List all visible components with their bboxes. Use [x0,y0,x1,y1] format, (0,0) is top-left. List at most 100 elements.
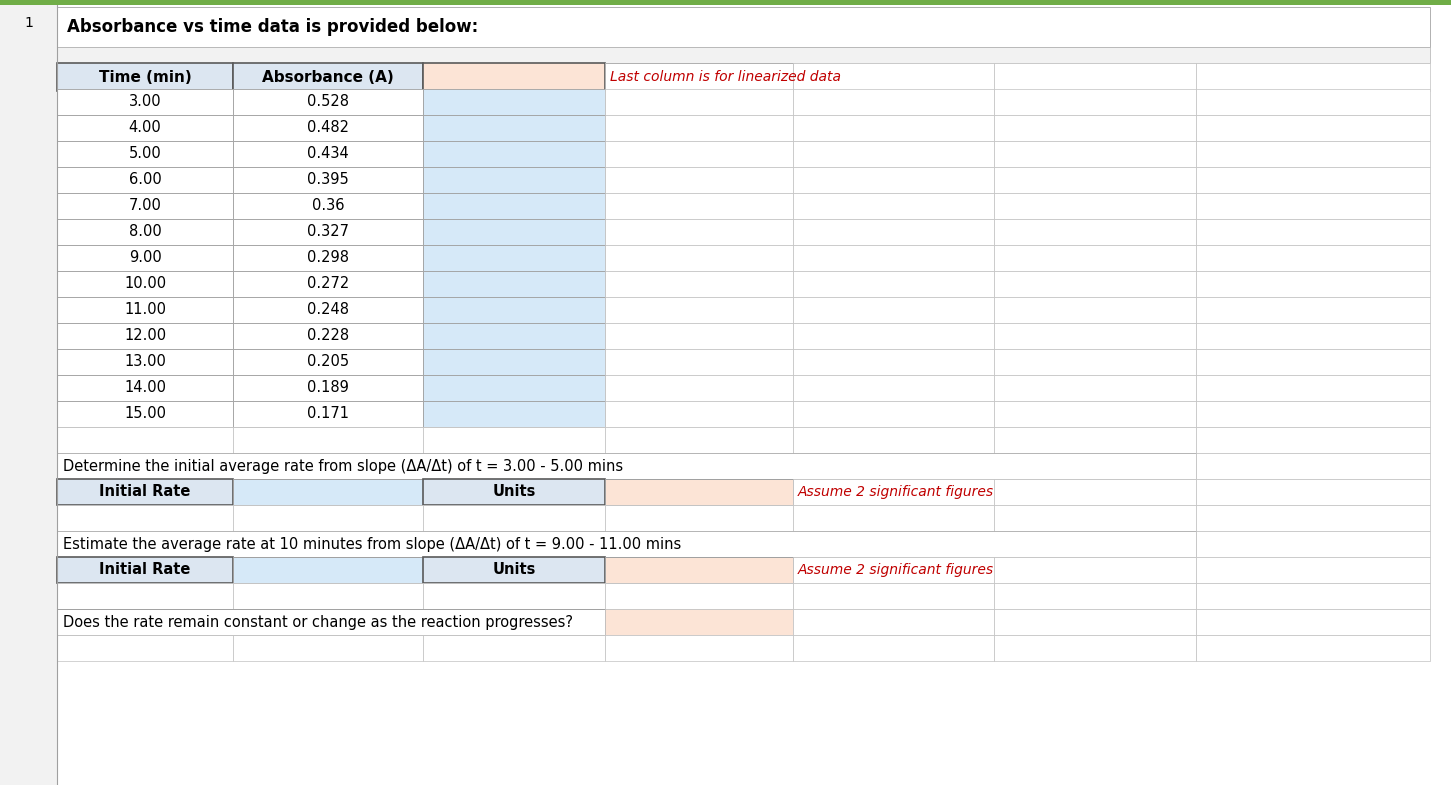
Bar [994,609,1196,635]
Bar [794,63,994,91]
Bar [424,141,605,167]
Bar [794,375,994,401]
Text: 1: 1 [25,16,33,30]
Bar [994,635,1196,661]
Bar [605,609,794,635]
Bar [994,401,1196,427]
Bar [234,479,424,505]
Bar [234,323,424,349]
Text: 9.00: 9.00 [129,250,161,265]
Bar [234,193,424,219]
Bar [994,583,1196,609]
Bar [1196,349,1431,375]
Text: 8.00: 8.00 [129,225,161,239]
Bar [794,401,994,427]
Text: 4.00: 4.00 [129,121,161,136]
Bar [994,427,1196,453]
Bar [1196,245,1431,271]
Text: 3.00: 3.00 [129,94,161,109]
Bar [1196,297,1431,323]
Bar [1196,557,1431,583]
Bar [794,635,994,661]
Bar [424,245,605,271]
Text: Absorbance vs time data is provided below:: Absorbance vs time data is provided belo… [67,18,479,36]
Bar [794,557,994,583]
Bar [605,349,794,375]
Bar [234,115,424,141]
Text: Units: Units [492,484,535,499]
Bar [994,193,1196,219]
Bar [234,401,424,427]
Bar [57,375,234,401]
Bar [57,245,234,271]
Bar [57,47,1431,63]
Bar [1196,167,1431,193]
Bar [605,271,794,297]
Bar [1196,115,1431,141]
Bar [0,0,57,785]
Text: 0.528: 0.528 [308,94,350,109]
Bar [994,115,1196,141]
Bar [234,375,424,401]
Bar [794,89,994,115]
Bar [794,609,994,635]
Bar [424,63,605,91]
Bar [0,635,57,785]
Bar [234,141,424,167]
Bar [234,583,424,609]
Bar [794,271,994,297]
Bar [57,167,234,193]
Bar [794,141,994,167]
Bar [605,167,794,193]
Bar [994,557,1196,583]
Bar [57,557,234,583]
Bar [234,219,424,245]
Bar [424,557,605,583]
Bar [57,349,234,375]
Bar [57,479,234,505]
Bar [994,271,1196,297]
Bar [0,635,57,785]
Bar [794,505,994,531]
Bar [994,505,1196,531]
Bar [57,583,234,609]
Bar [424,479,605,505]
Bar [57,323,234,349]
Bar [424,375,605,401]
Bar [234,349,424,375]
Bar [424,401,605,427]
Bar [424,427,605,453]
Text: Assume 2 significant figures: Assume 2 significant figures [798,563,994,577]
Text: Initial Rate: Initial Rate [99,484,190,499]
Bar [605,193,794,219]
Bar [605,141,794,167]
Bar [1196,531,1431,557]
Text: 0.189: 0.189 [308,381,348,396]
Bar [605,323,794,349]
Bar [57,427,234,453]
Bar [605,89,794,115]
Bar [234,245,424,271]
Bar [794,479,994,505]
Bar [424,167,605,193]
Bar [794,323,994,349]
Bar [605,635,794,661]
Bar [424,89,605,115]
Bar [234,167,424,193]
Bar [1196,141,1431,167]
Bar [1196,271,1431,297]
Bar [424,271,605,297]
Text: 0.327: 0.327 [308,225,350,239]
Bar [794,193,994,219]
Text: Last column is for linearized data: Last column is for linearized data [609,70,842,84]
Text: 0.205: 0.205 [308,355,350,370]
Text: 7.00: 7.00 [129,199,161,214]
Text: 0.272: 0.272 [306,276,350,291]
Bar [605,505,794,531]
Bar [794,349,994,375]
Bar [994,141,1196,167]
Bar [605,401,794,427]
Text: 13.00: 13.00 [125,355,165,370]
Bar [234,635,424,661]
Text: Absorbance (A): Absorbance (A) [263,70,393,85]
